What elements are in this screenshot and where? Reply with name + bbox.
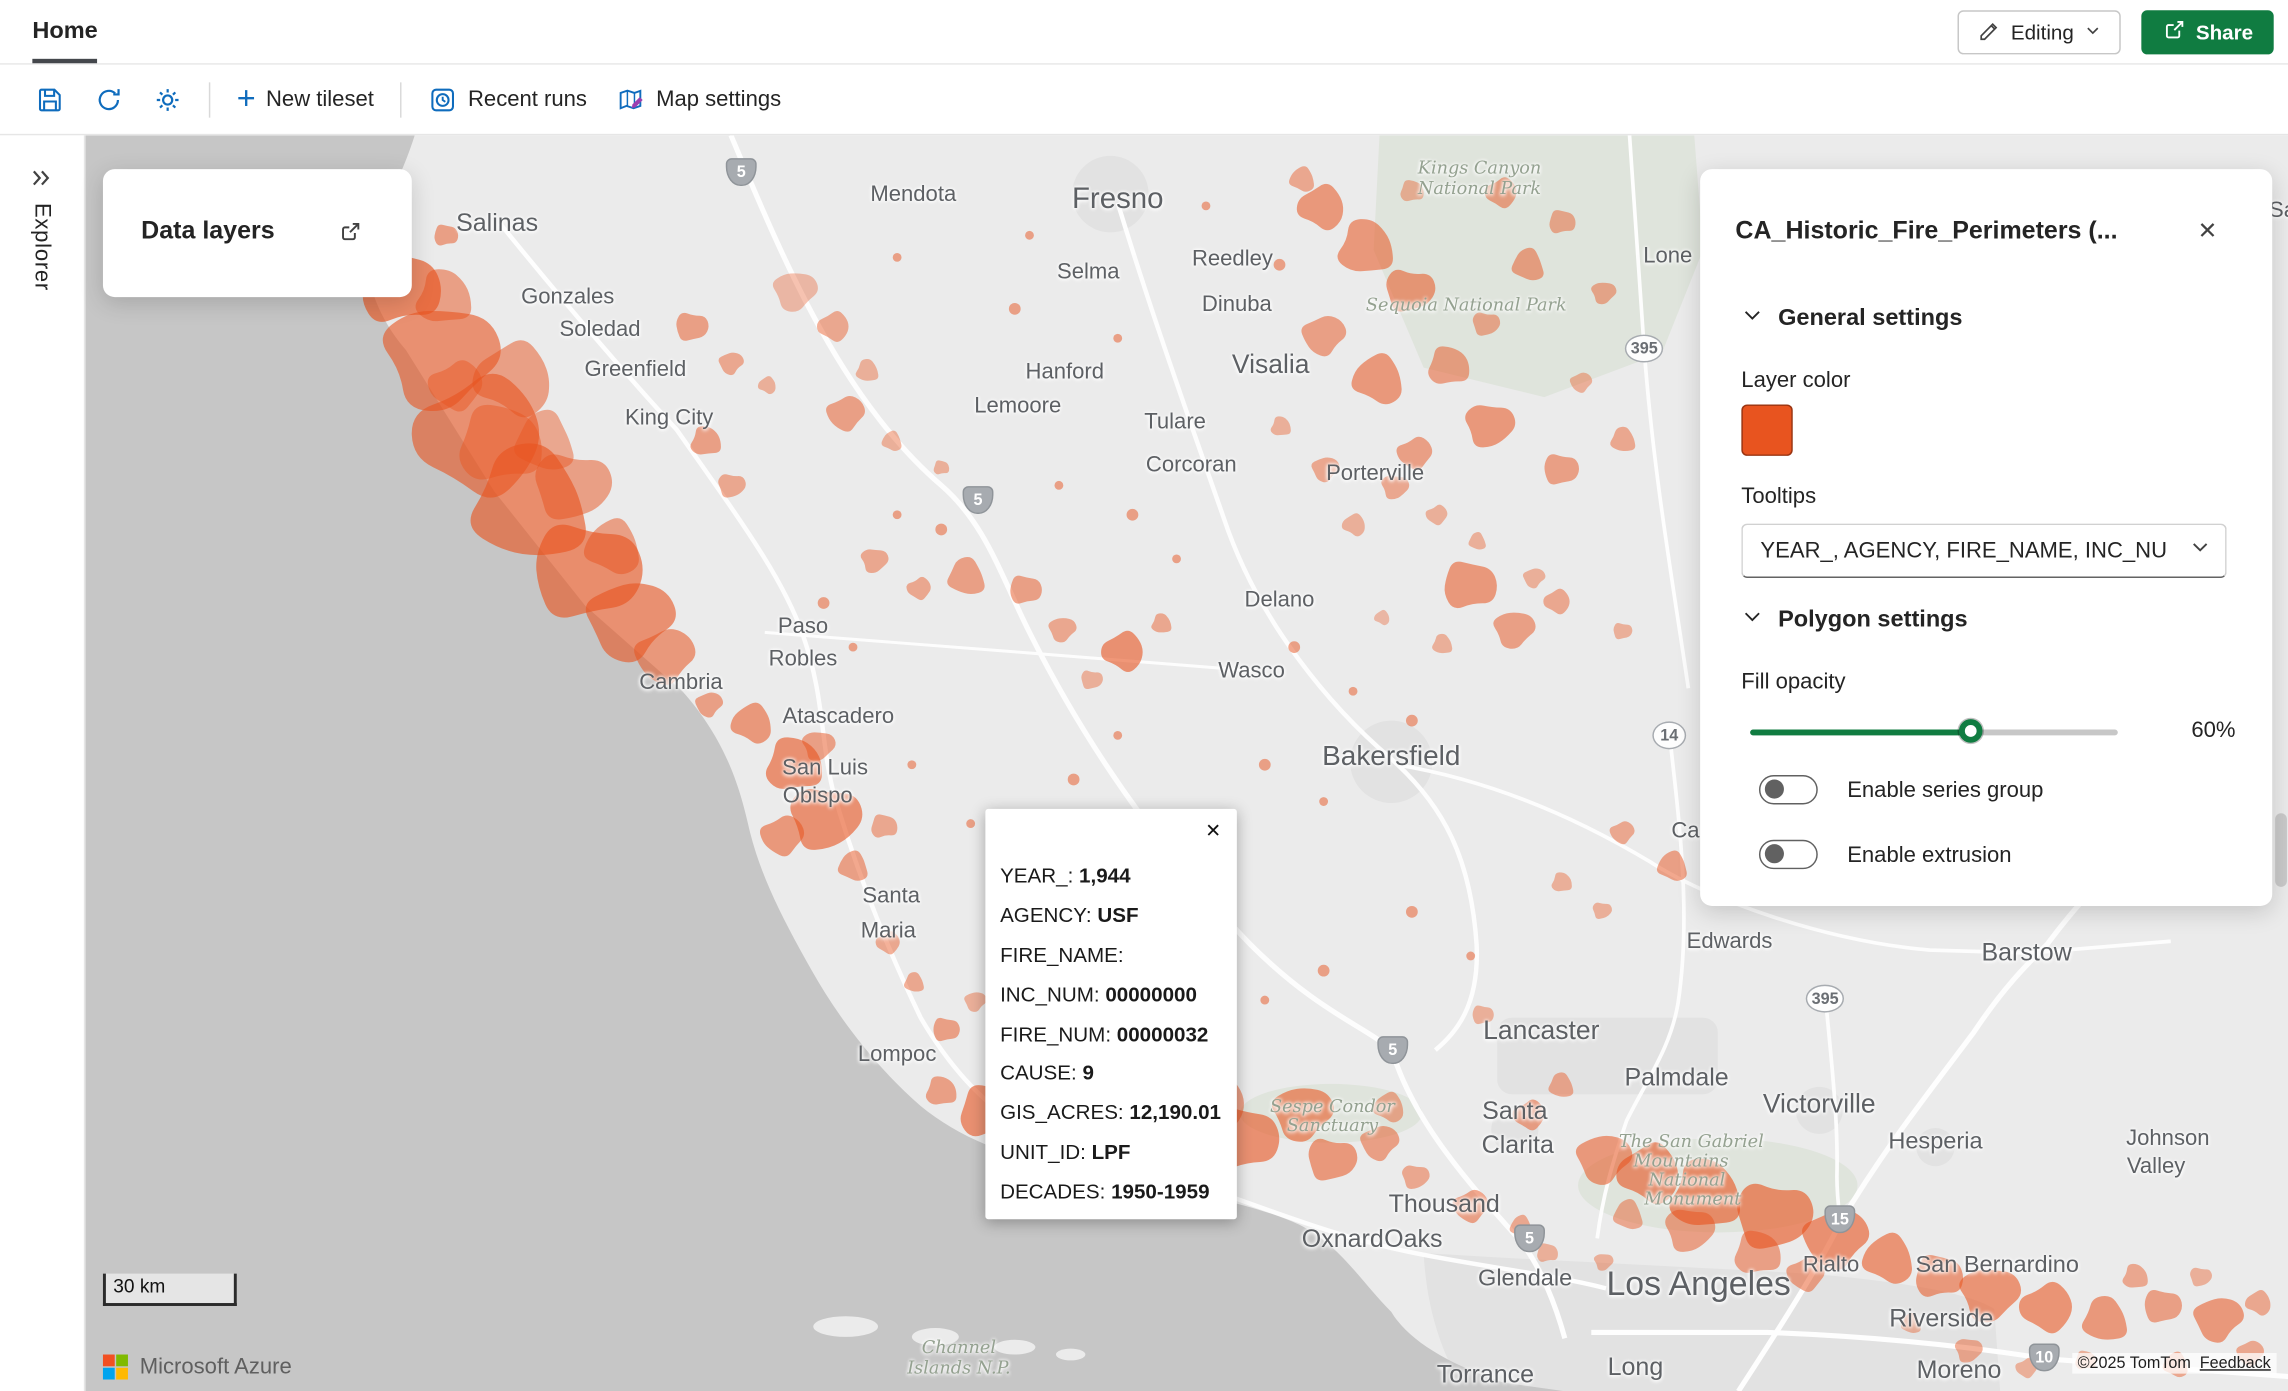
popup-field: FIRE_NAME: xyxy=(1000,942,1124,966)
explorer-label[interactable]: Explorer xyxy=(29,202,55,291)
refresh-icon xyxy=(94,85,123,114)
settings-button[interactable] xyxy=(138,73,197,126)
panel-close-button[interactable]: ✕ xyxy=(2187,210,2228,251)
chevron-down-icon xyxy=(2190,537,2211,565)
expand-panel-button[interactable] xyxy=(28,165,54,199)
top-bar-actions: Editing Share xyxy=(1957,9,2274,54)
popup-field: GIS_ACRES: 12,190.01 xyxy=(1000,1100,1222,1125)
layer-panel-title: CA_Historic_Fire_Perimeters (... xyxy=(1735,216,2118,245)
polygon-settings-header[interactable]: Polygon settings xyxy=(1741,606,1968,635)
share-button[interactable]: Share xyxy=(2141,9,2274,54)
polygon-settings-label: Polygon settings xyxy=(1778,607,1968,633)
extrusion-row: Enable extrusion xyxy=(1758,839,2012,870)
share-label: Share xyxy=(2195,19,2254,44)
islands xyxy=(813,1316,1086,1361)
copyright-text: ©2025 TomTom xyxy=(2077,1354,2191,1373)
chevron-down-icon xyxy=(2084,20,2102,44)
explorer-sidebar: Explorer xyxy=(0,135,86,1391)
data-layers-panel: Data layers xyxy=(102,169,412,298)
tab-home-label: Home xyxy=(32,18,98,44)
general-settings-label: General settings xyxy=(1778,305,1963,331)
popup-field: DECADES: 1950-1959 xyxy=(1000,1179,1210,1204)
popup-field: AGENCY: USF xyxy=(1000,902,1139,927)
recent-runs-button[interactable]: Recent runs xyxy=(414,73,602,126)
microsoft-logo-icon xyxy=(102,1354,128,1380)
popup-field: YEAR_: 1,944 xyxy=(1000,863,1131,887)
map-attribution: ©2025 TomTom Feedback xyxy=(2071,1353,2277,1374)
popup-field: INC_NUM: 00000000 xyxy=(1000,981,1197,1006)
tooltips-label: Tooltips xyxy=(1741,483,1817,509)
tooltips-dropdown[interactable]: YEAR_, AGENCY, FIRE_NAME, INC_NU xyxy=(1741,523,2227,578)
enable-extrusion-toggle[interactable] xyxy=(1758,839,1818,870)
data-layers-title: Data layers xyxy=(141,216,275,245)
refresh-button[interactable] xyxy=(79,73,138,126)
toolbar: + New tileset Recent runs Map settings xyxy=(0,64,2288,136)
map-scale-bar: 30 km xyxy=(102,1273,237,1306)
open-in-new-icon[interactable] xyxy=(337,218,362,250)
layer-settings-panel: CA_Historic_Fire_Perimeters (... ✕ Gener… xyxy=(1700,169,2273,906)
chevron-down-icon xyxy=(1741,304,1763,333)
slider-track[interactable] xyxy=(1750,719,2118,743)
new-tileset-button[interactable]: + New tileset xyxy=(222,73,389,126)
fill-opacity-label: Fill opacity xyxy=(1741,669,1846,695)
slider-fill xyxy=(1750,729,1971,736)
feedback-link[interactable]: Feedback xyxy=(2199,1354,2271,1373)
recent-runs-label: Recent runs xyxy=(468,86,587,112)
editing-label: Editing xyxy=(2010,19,2074,44)
enable-series-group-toggle[interactable] xyxy=(1758,775,1818,805)
tab-home[interactable]: Home xyxy=(32,0,98,64)
azure-logo: Microsoft Azure xyxy=(102,1354,292,1380)
slider-thumb[interactable] xyxy=(1958,719,1983,743)
toolbar-divider xyxy=(400,81,402,117)
fill-opacity-value: 60% xyxy=(2191,717,2236,743)
save-button[interactable] xyxy=(21,73,80,126)
save-icon xyxy=(35,85,64,114)
toolbar-divider xyxy=(208,81,211,117)
share-icon xyxy=(2162,18,2186,46)
fill-opacity-slider: 60% xyxy=(1750,716,2236,748)
history-icon xyxy=(428,85,457,114)
toggle-knob xyxy=(1764,844,1784,864)
map-settings-label: Map settings xyxy=(656,86,782,112)
tooltips-dropdown-value: YEAR_, AGENCY, FIRE_NAME, INC_NU xyxy=(1760,538,2168,564)
general-settings-header[interactable]: General settings xyxy=(1741,304,1962,333)
popup-field: UNIT_ID: LPF xyxy=(1000,1140,1131,1164)
chevron-down-icon xyxy=(1741,606,1763,635)
plus-icon: + xyxy=(236,78,256,116)
series-group-row: Enable series group xyxy=(1758,775,2044,805)
enable-extrusion-label: Enable extrusion xyxy=(1847,841,2012,867)
layer-color-label: Layer color xyxy=(1741,367,1851,393)
enable-series-group-label: Enable series group xyxy=(1847,777,2044,803)
map-settings-button[interactable]: Map settings xyxy=(602,73,796,126)
popup-close-button[interactable]: ✕ xyxy=(1199,816,1228,845)
gear-icon xyxy=(153,85,182,114)
editing-dropdown[interactable]: Editing xyxy=(1957,9,2121,54)
top-bar: Home Editing Share xyxy=(0,0,2288,65)
popup-rows: YEAR_: 1,944 AGENCY: USF FIRE_NAME: INC_NU… xyxy=(1000,856,1228,1212)
feature-tooltip-popup: ✕ YEAR_: 1,944 AGENCY: USF FIRE_NAME: INC_… xyxy=(985,808,1237,1220)
urban-areas xyxy=(1072,155,2001,1391)
map-settings-icon xyxy=(616,85,645,114)
layer-color-swatch[interactable] xyxy=(1741,404,1793,456)
toggle-knob xyxy=(1764,779,1784,799)
pencil-icon xyxy=(1977,18,2001,46)
popup-field: FIRE_NUM: 00000032 xyxy=(1000,1021,1209,1046)
scrollbar-thumb[interactable] xyxy=(2275,813,2287,887)
azure-logo-text: Microsoft Azure xyxy=(139,1354,292,1380)
scale-label: 30 km xyxy=(113,1275,166,1298)
popup-field: CAUSE: 9 xyxy=(1000,1061,1094,1085)
new-tileset-label: New tileset xyxy=(265,86,374,112)
